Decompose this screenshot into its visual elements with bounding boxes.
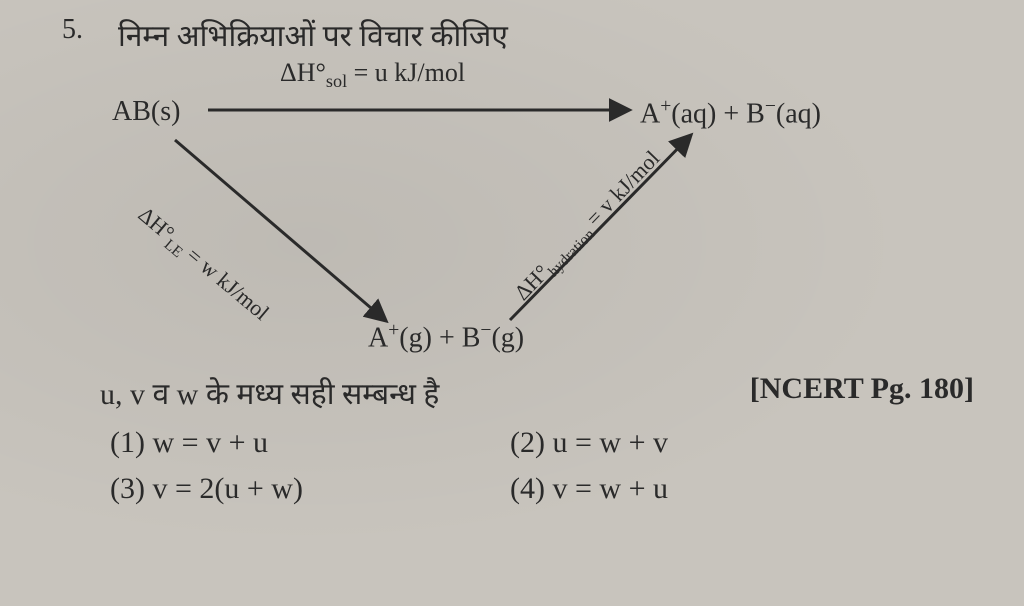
option-3: (3) v = 2(u + w) xyxy=(110,466,510,512)
hess-cycle-diagram: ΔH°sol = u kJ/mol AB(s) A+(aq) + B−(aq) … xyxy=(80,58,900,358)
node-aaq: A+(aq) + B−(aq) xyxy=(640,96,821,130)
question-text: निम्न अभिक्रियाओं पर विचार कीजिए xyxy=(118,14,508,55)
question-number: 5. xyxy=(62,14,83,46)
node-ab: AB(s) xyxy=(112,96,180,128)
edge-label-top: ΔH°sol = u kJ/mol xyxy=(280,58,465,92)
page: 5. निम्न अभिक्रियाओं पर विचार कीजिए ΔH°s… xyxy=(0,0,1024,606)
options-block: (1) w = v + u (2) u = w + v (3) v = 2(u … xyxy=(110,420,930,512)
option-2: (2) u = w + v xyxy=(510,420,910,466)
option-4: (4) v = w + u xyxy=(510,466,910,512)
relation-text: u, v व w के मध्य सही सम्बन्ध है xyxy=(100,372,439,413)
option-1: (1) w = v + u xyxy=(110,420,510,466)
node-ag: A+(g) + B−(g) xyxy=(368,320,524,354)
reference-text: [NCERT Pg. 180] xyxy=(750,372,974,406)
